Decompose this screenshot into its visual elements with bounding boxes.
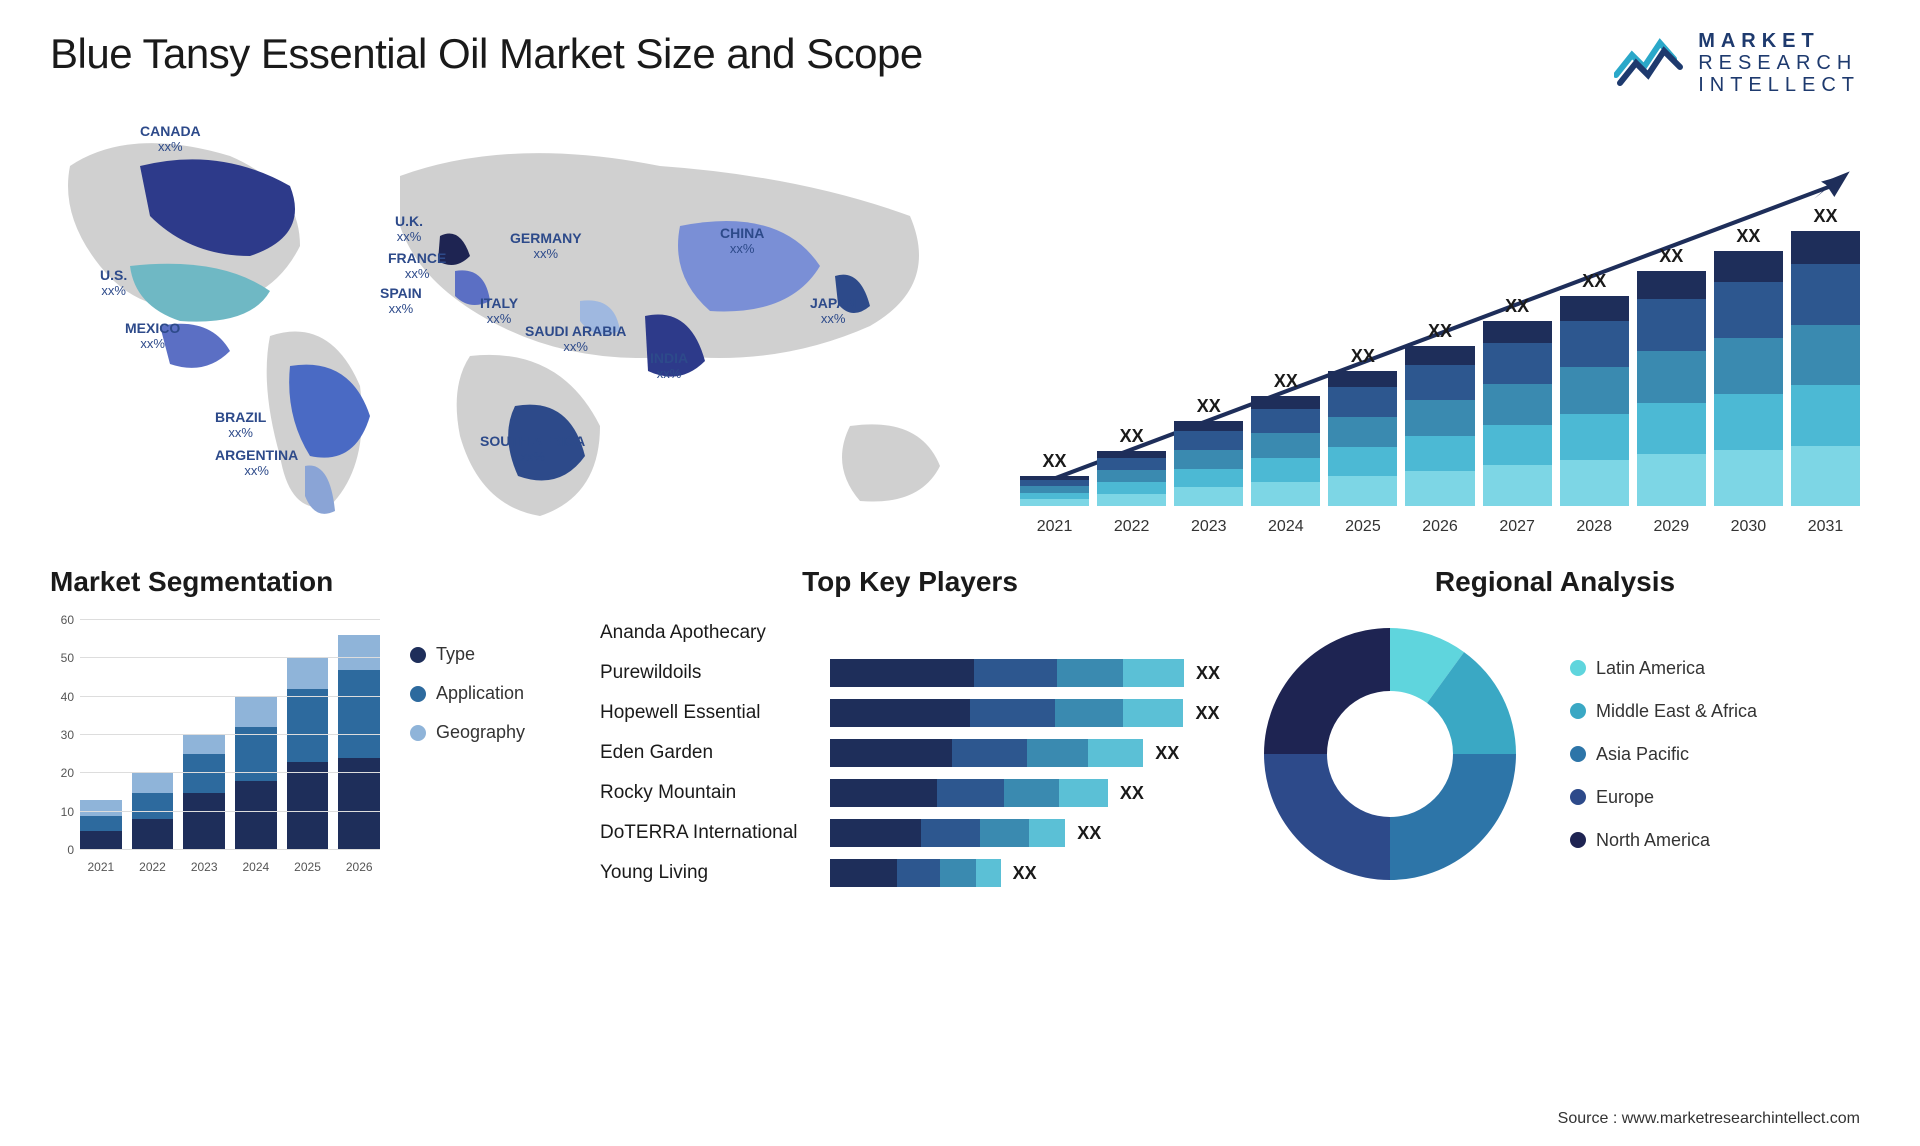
logo-line2: RESEARCH [1698,52,1860,74]
page-title: Blue Tansy Essential Oil Market Size and… [50,30,923,78]
growth-bar-2027: XX [1483,296,1552,506]
region-legend-europe: Europe [1570,787,1757,808]
map-label-china: CHINAxx% [720,226,764,257]
growth-bar-2030: XX [1714,226,1783,506]
growth-chart-panel: XXXXXXXXXXXXXXXXXXXXXX 20212022202320242… [1020,106,1860,536]
player-row: Young LivingXX [600,854,1220,892]
seg-yaxis: 0102030405060 [50,614,78,850]
seg-bar-2025 [287,658,329,850]
seg-xaxis: 202120222023202420252026 [80,860,380,874]
player-row: DoTERRA InternationalXX [600,814,1220,852]
player-row: PurewildoilsXX [600,654,1220,692]
logo-line3: INTELLECT [1698,74,1860,96]
regional-donut [1250,614,1530,894]
growth-bar-2023: XX [1174,396,1243,506]
growth-bar-2025: XX [1328,346,1397,506]
growth-bar-2021: XX [1020,451,1089,506]
map-label-india: INDIAxx% [650,351,688,382]
regional-legend: Latin America Middle East & Africa Asia Pa… [1570,658,1757,851]
growth-bar-2028: XX [1560,271,1629,506]
world-map-panel: CANADAxx% U.S.xx% MEXICOxx% BRAZILxx% ARGENT… [40,106,980,536]
map-label-argentina: ARGENTINAxx% [215,448,298,479]
map-label-u-k-: U.K.xx% [395,214,423,245]
brand-logo: MARKET RESEARCH INTELLECT [1614,30,1860,96]
region-legend-north-america: North America [1570,830,1757,851]
players-title: Top Key Players [600,566,1220,598]
growth-xaxis: 2021202220232024202520262027202820292030… [1020,518,1860,536]
map-label-spain: SPAINxx% [380,286,422,317]
map-label-france: FRANCExx% [388,251,446,282]
seg-bar-2026 [338,635,380,850]
map-label-canada: CANADAxx% [140,124,201,155]
growth-bar-2026: XX [1405,321,1474,506]
segmentation-title: Market Segmentation [50,566,570,598]
player-row: Rocky MountainXX [600,774,1220,812]
seg-bars [80,620,380,850]
region-legend-latin-america: Latin America [1570,658,1757,679]
player-row: Ananda Apothecary [600,614,1220,652]
source-attribution: Source : www.marketresearchintellect.com [1558,1110,1860,1128]
regional-panel: Regional Analysis Latin America Middle Ea… [1250,566,1860,894]
segmentation-legend: Type Application Geography [410,614,525,874]
logo-icon [1614,35,1686,92]
seg-bar-2022 [132,773,174,850]
map-label-brazil: BRAZILxx% [215,410,266,441]
map-label-japan: JAPANxx% [810,296,856,327]
map-label-u-s-: U.S.xx% [100,268,127,299]
growth-bar-2022: XX [1097,426,1166,506]
seg-legend-geography: Geography [410,722,525,743]
map-label-saudi-arabia: SAUDI ARABIAxx% [525,324,626,355]
map-label-germany: GERMANYxx% [510,231,582,262]
logo-line1: MARKET [1698,30,1860,52]
players-list: Ananda ApothecaryPurewildoilsXXHopewell … [600,614,1220,892]
map-label-south-africa: SOUTH AFRICAxx% [480,434,585,465]
region-legend-middle-east-africa: Middle East & Africa [1570,701,1757,722]
growth-bars: XXXXXXXXXXXXXXXXXXXXXX [1020,196,1860,506]
players-panel: Top Key Players Ananda ApothecaryPurewil… [600,566,1220,894]
regional-title: Regional Analysis [1250,566,1860,598]
growth-bar-2029: XX [1637,246,1706,506]
seg-bar-2021 [80,800,122,850]
seg-legend-application: Application [410,683,525,704]
segmentation-chart: 0102030405060 202120222023202420252026 [50,614,380,874]
map-label-mexico: MEXICOxx% [125,321,180,352]
seg-bar-2024 [235,697,277,850]
map-label-italy: ITALYxx% [480,296,518,327]
region-legend-asia-pacific: Asia Pacific [1570,744,1757,765]
donut-slice-asia-pacific [1390,754,1516,880]
growth-bar-2031: XX [1791,206,1860,506]
segmentation-panel: Market Segmentation 0102030405060 202120… [50,566,570,894]
seg-legend-type: Type [410,644,525,665]
donut-slice-europe [1264,754,1390,880]
player-row: Eden GardenXX [600,734,1220,772]
player-row: Hopewell EssentialXX [600,694,1220,732]
growth-bar-2024: XX [1251,371,1320,506]
seg-bar-2023 [183,735,225,850]
donut-slice-north-america [1264,628,1390,754]
